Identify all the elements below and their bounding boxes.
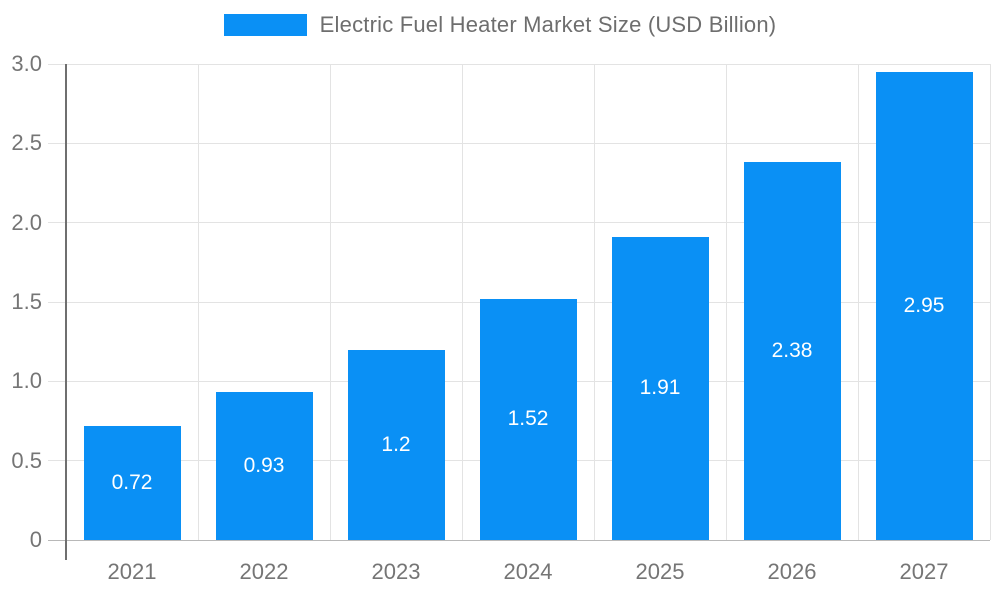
x-axis-label-2025: 2025: [635, 559, 685, 584]
bar-value-label: 1.2: [381, 432, 411, 456]
x-axis-label-2027: 2027: [899, 559, 949, 584]
v-gridline: [857, 64, 859, 540]
legend-swatch: [223, 14, 307, 36]
y-axis-tick-label: 1.5: [11, 289, 42, 314]
y-axis-tick-label: 0.5: [11, 447, 42, 473]
x-axis-label-2022: 2022: [239, 559, 289, 584]
legend: Electric Fuel Heater Market Size (USD Bi…: [0, 12, 1000, 38]
y-gridline: [48, 142, 990, 144]
bar-2022[interactable]: 0.93: [215, 392, 313, 540]
y-axis-tick-label: 2.5: [11, 130, 42, 156]
v-gridline: [461, 64, 463, 540]
x-axis-label-2026: 2026: [767, 559, 817, 584]
bar-value-label: 1.52: [507, 407, 549, 431]
x-axis-label-2023: 2023: [371, 559, 421, 584]
bar-2025[interactable]: 1.91: [611, 236, 709, 540]
bar-2026[interactable]: 2.38: [743, 162, 841, 540]
bar-2027[interactable]: 2.95: [875, 71, 973, 540]
y-axis-tick-label: 1.0: [11, 368, 42, 394]
v-gridline: [593, 64, 595, 540]
y-axis-line: [65, 64, 67, 560]
bar-value-label: 0.72: [111, 470, 153, 494]
y-axis-tick-label: 3.0: [11, 51, 42, 76]
bar-2024[interactable]: 1.52: [479, 298, 577, 540]
bar-2023[interactable]: 1.2: [347, 349, 445, 540]
bar-value-label: 0.93: [243, 454, 285, 478]
y-gridline: [48, 63, 990, 65]
legend-label: Electric Fuel Heater Market Size (USD Bi…: [319, 12, 777, 37]
bar-2021[interactable]: 0.72: [83, 425, 181, 540]
v-gridline: [725, 64, 727, 540]
bar-value-label: 1.91: [639, 376, 681, 400]
legend-item[interactable]: Electric Fuel Heater Market Size (USD Bi…: [223, 12, 777, 38]
x-axis-label-2021: 2021: [107, 559, 157, 584]
y-gridline: [48, 539, 990, 541]
y-axis-tick-label: 2.0: [11, 209, 42, 235]
y-axis-tick-label: 0: [29, 527, 42, 552]
v-gridline: [989, 64, 991, 540]
v-gridline: [197, 64, 199, 540]
y-gridline: [48, 222, 990, 224]
bar-value-label: 2.38: [771, 339, 813, 363]
v-gridline: [329, 64, 331, 540]
bar-value-label: 2.95: [903, 293, 945, 317]
x-axis-label-2024: 2024: [503, 559, 553, 584]
